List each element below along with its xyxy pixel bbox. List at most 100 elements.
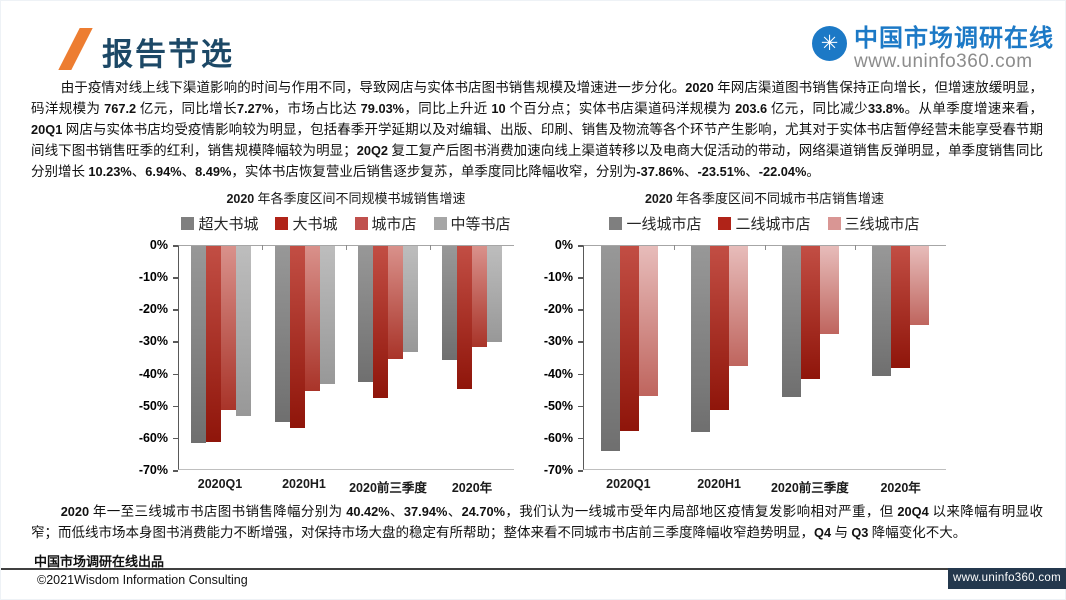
- legend-item: 一线城市店: [609, 213, 701, 234]
- bar-二线城市店: [891, 246, 911, 368]
- bar-大书城: [373, 246, 389, 398]
- bar-一线城市店: [600, 246, 620, 451]
- legend-item: 大书城: [275, 213, 338, 234]
- highlight-number: 203.6: [735, 101, 768, 116]
- y-axis-tick: [578, 470, 583, 472]
- x-axis-label: 2020前三季度: [770, 481, 849, 495]
- highlight-number: -37.86%: [636, 164, 685, 179]
- bar-三线城市店: [910, 246, 930, 325]
- text-run: 、: [389, 504, 404, 519]
- y-axis-label: -10%: [543, 270, 573, 285]
- x-axis-label: 2020Q1: [197, 477, 243, 491]
- highlight-number: 10.23%: [88, 164, 132, 179]
- y-axis-tick: [578, 277, 583, 279]
- brand-logo[interactable]: ✳ 中国市场调研在线 www.uninfo360.com: [812, 26, 1054, 72]
- text-run: ，实体书店恢复营业后销售逐步复苏，单季度同比降幅收窄，分别为: [231, 164, 637, 179]
- y-axis-tick: [578, 405, 583, 408]
- highlight-number: 8.49%: [195, 164, 232, 179]
- y-axis-tick: [173, 309, 178, 311]
- footer-divider: [1, 568, 1065, 570]
- bar-一线城市店: [872, 246, 892, 376]
- legend-label: 一线城市店: [626, 216, 702, 233]
- text-run: 、: [745, 164, 759, 179]
- bar-超大书城: [358, 246, 374, 382]
- footer-producer: 中国市场调研在线出品: [34, 554, 165, 569]
- text-run: 年网店渠道图书销售保持正向增长，但增速放缓明显，码洋规模为: [31, 80, 1043, 116]
- category-axis-tick: [430, 245, 431, 250]
- bar-中等书店: [235, 246, 251, 416]
- bar-超大书城: [442, 246, 458, 360]
- header-slash-decoration: [58, 28, 93, 70]
- bar-三线城市店: [638, 246, 658, 396]
- x-axis-label: 2020前三季度: [349, 481, 427, 495]
- bar-group: [263, 246, 347, 469]
- y-axis-tick: [173, 437, 178, 440]
- y-axis-label: 0%: [554, 238, 573, 252]
- legend-swatch-icon: [354, 216, 368, 230]
- bar-一线城市店: [691, 246, 711, 432]
- highlight-number: 20Q1: [31, 122, 63, 137]
- bar-大书城: [457, 246, 473, 389]
- chart-title: 2020 年各季度区间不同规模书城销售增速: [178, 188, 514, 206]
- x-axis-label: 2020H1: [697, 477, 742, 491]
- category-axis-tick: [673, 245, 675, 250]
- text-run: 由于疫情对线上线下渠道影响的时间与作用不同，导致网店与实体书店图书销售规模及增速…: [60, 80, 686, 95]
- highlight-number: 767.2: [104, 101, 137, 116]
- summary-paragraph: 2020 年一至三线城市书店图书销售降幅分别为 40.42%、37.94%、24…: [31, 501, 1043, 543]
- y-axis-label: -30%: [543, 334, 573, 349]
- y-axis-label: 0%: [149, 238, 168, 252]
- brand-url[interactable]: www.uninfo360.com: [854, 51, 1033, 72]
- highlight-number: 10: [491, 101, 506, 116]
- text-run: 年一至三线城市书店图书销售降幅分别为: [89, 504, 347, 519]
- y-axis-label: -70%: [543, 463, 573, 477]
- highlight-number: 37.94%: [403, 504, 448, 519]
- bar-group: [675, 246, 766, 469]
- bar-三线城市店: [819, 246, 839, 334]
- chart-legend: 一线城市店 二线城市店 三线城市店: [543, 213, 986, 233]
- y-axis-tick: [578, 309, 583, 311]
- highlight-number: -23.51%: [697, 164, 746, 179]
- y-axis-label: -50%: [138, 398, 168, 413]
- bars-container: [179, 246, 514, 469]
- bar-group: [765, 246, 856, 469]
- highlight-number: 6.94%: [145, 164, 182, 179]
- text-run: 、: [447, 504, 462, 519]
- y-axis-label: -20%: [543, 302, 573, 317]
- y-axis-label: -60%: [138, 430, 168, 445]
- text-run: 亿元，同比增长: [136, 101, 237, 116]
- y-axis-label: -50%: [543, 398, 573, 413]
- text-run: ，我们认为一线城市受年内局部地区疫情复发影响相对严重，但: [504, 504, 898, 519]
- x-axis-labels: 2020Q1 2020H1 2020前三季度 2020年: [583, 477, 946, 495]
- text-run: 复工复产后图书消费加速向线上渠道转移以及电商大促活动的带动，网络渠道销售反弹明显…: [31, 143, 1044, 179]
- plot-area: [583, 245, 946, 470]
- highlight-number: 33.8%: [868, 101, 905, 116]
- plot-area: [178, 245, 514, 470]
- y-axis-label: -40%: [138, 366, 168, 381]
- legend-swatch-icon: [609, 216, 623, 230]
- chart-legend: 超大书城 大书城 城市店 中等书店: [138, 213, 554, 233]
- y-axis-label: -60%: [543, 430, 573, 445]
- highlight-number: -22.04%: [758, 164, 807, 179]
- category-axis-tick: [262, 245, 263, 250]
- footer-url-badge[interactable]: www.uninfo360.com: [948, 568, 1066, 589]
- highlight-number: 24.70%: [461, 504, 505, 519]
- legend-swatch-icon: [275, 216, 289, 230]
- chart-bookstore-scale: 2020 年各季度区间不同规模书城销售增速 超大书城 大书城 城市店 中等书店 0% -10…: [104, 188, 518, 503]
- legend-item: 中等书店: [433, 213, 511, 234]
- x-axis-labels: 2020Q1 2020H1 2020前三季度 2020年: [178, 477, 514, 495]
- text-run: 、: [684, 164, 698, 179]
- legend-label: 三线城市店: [844, 216, 920, 233]
- legend-label: 中等书店: [450, 216, 511, 233]
- y-axis-tick: [173, 245, 178, 247]
- bar-城市店: [388, 246, 404, 359]
- bar-group: [430, 246, 514, 469]
- bar-三线城市店: [729, 246, 749, 366]
- chart-title-run: 2020: [226, 192, 255, 206]
- text-run: 以来降幅有明显收窄；而低线市场本身图书消费能力不断增强，对保持市场大盘的稳定有所…: [31, 504, 1044, 540]
- bar-二线城市店: [800, 246, 820, 379]
- text-run: 个百分点；实体书店渠道码洋规模为: [505, 101, 736, 116]
- highlight-number: Q3: [851, 525, 869, 540]
- y-axis-label: -40%: [543, 366, 573, 381]
- legend-swatch-icon: [181, 216, 195, 230]
